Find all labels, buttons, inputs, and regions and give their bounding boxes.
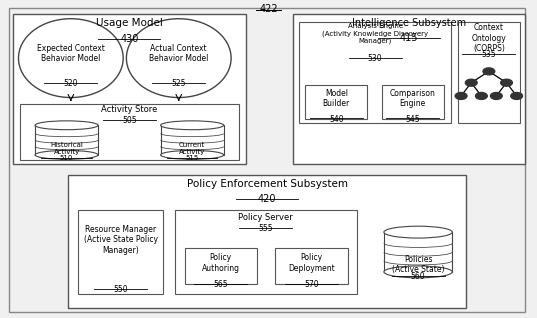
Text: 420: 420: [258, 194, 277, 204]
Text: 430: 430: [120, 34, 139, 44]
FancyBboxPatch shape: [35, 125, 98, 155]
FancyBboxPatch shape: [275, 248, 347, 284]
FancyBboxPatch shape: [175, 210, 357, 294]
Text: 422: 422: [259, 4, 278, 14]
FancyBboxPatch shape: [458, 22, 520, 123]
FancyBboxPatch shape: [78, 210, 163, 294]
Ellipse shape: [161, 150, 223, 159]
Circle shape: [500, 79, 512, 86]
Circle shape: [511, 93, 523, 100]
Text: 535: 535: [482, 50, 496, 59]
Text: Current
Activity: Current Activity: [179, 142, 205, 155]
FancyBboxPatch shape: [306, 85, 367, 119]
Circle shape: [475, 93, 487, 100]
Circle shape: [466, 79, 477, 86]
Ellipse shape: [384, 226, 452, 238]
Text: 570: 570: [304, 280, 319, 289]
Text: 415: 415: [400, 33, 418, 43]
Text: 510: 510: [60, 155, 73, 161]
Ellipse shape: [161, 121, 223, 130]
Text: 545: 545: [405, 114, 420, 124]
Ellipse shape: [35, 150, 98, 159]
Text: Resource Manager
(Active State Policy
Manager): Resource Manager (Active State Policy Ma…: [84, 225, 157, 255]
Text: 530: 530: [368, 54, 382, 63]
FancyBboxPatch shape: [161, 125, 223, 155]
FancyBboxPatch shape: [10, 8, 525, 312]
Text: 540: 540: [329, 114, 344, 124]
FancyBboxPatch shape: [185, 248, 257, 284]
Text: Policy
Authoring: Policy Authoring: [202, 253, 240, 273]
FancyBboxPatch shape: [19, 104, 239, 160]
Ellipse shape: [126, 19, 231, 98]
Text: Analysis Engine
(Activity Knowledge Discovery
Manager): Analysis Engine (Activity Knowledge Disc…: [322, 24, 428, 45]
Text: Actual Context
Behavior Model: Actual Context Behavior Model: [149, 44, 208, 63]
Text: Expected Context
Behavior Model: Expected Context Behavior Model: [37, 44, 105, 63]
Text: 515: 515: [185, 155, 199, 161]
Text: 560: 560: [411, 272, 425, 280]
Text: Context
Ontology
(CORPS): Context Ontology (CORPS): [471, 24, 506, 53]
Circle shape: [483, 68, 495, 75]
Text: Policies
(Active State): Policies (Active State): [392, 255, 444, 274]
Text: 565: 565: [213, 280, 228, 289]
FancyBboxPatch shape: [382, 85, 444, 119]
Text: Policy Enforcement Subsystem: Policy Enforcement Subsystem: [187, 179, 347, 189]
Text: 505: 505: [122, 116, 136, 125]
Text: Activity Store: Activity Store: [101, 105, 157, 114]
Text: Usage Model: Usage Model: [96, 18, 163, 28]
FancyBboxPatch shape: [384, 232, 452, 272]
FancyBboxPatch shape: [13, 14, 245, 164]
Text: Policy
Deployment: Policy Deployment: [288, 253, 335, 273]
Circle shape: [490, 93, 502, 100]
Text: Intelligence Subsystem: Intelligence Subsystem: [352, 18, 466, 28]
FancyBboxPatch shape: [293, 14, 525, 164]
Text: Historical
Activity: Historical Activity: [50, 142, 83, 155]
Ellipse shape: [384, 266, 452, 278]
Text: Comparison
Engine: Comparison Engine: [390, 89, 436, 108]
Text: Model
Builder: Model Builder: [323, 89, 350, 108]
Text: Policy Server: Policy Server: [238, 213, 293, 222]
FancyBboxPatch shape: [68, 176, 466, 308]
FancyBboxPatch shape: [299, 22, 451, 123]
Ellipse shape: [35, 121, 98, 130]
Text: 525: 525: [171, 79, 186, 88]
Ellipse shape: [18, 19, 123, 98]
Circle shape: [455, 93, 467, 100]
Text: 550: 550: [113, 285, 128, 294]
Text: 520: 520: [63, 79, 78, 88]
Text: 555: 555: [258, 224, 273, 233]
